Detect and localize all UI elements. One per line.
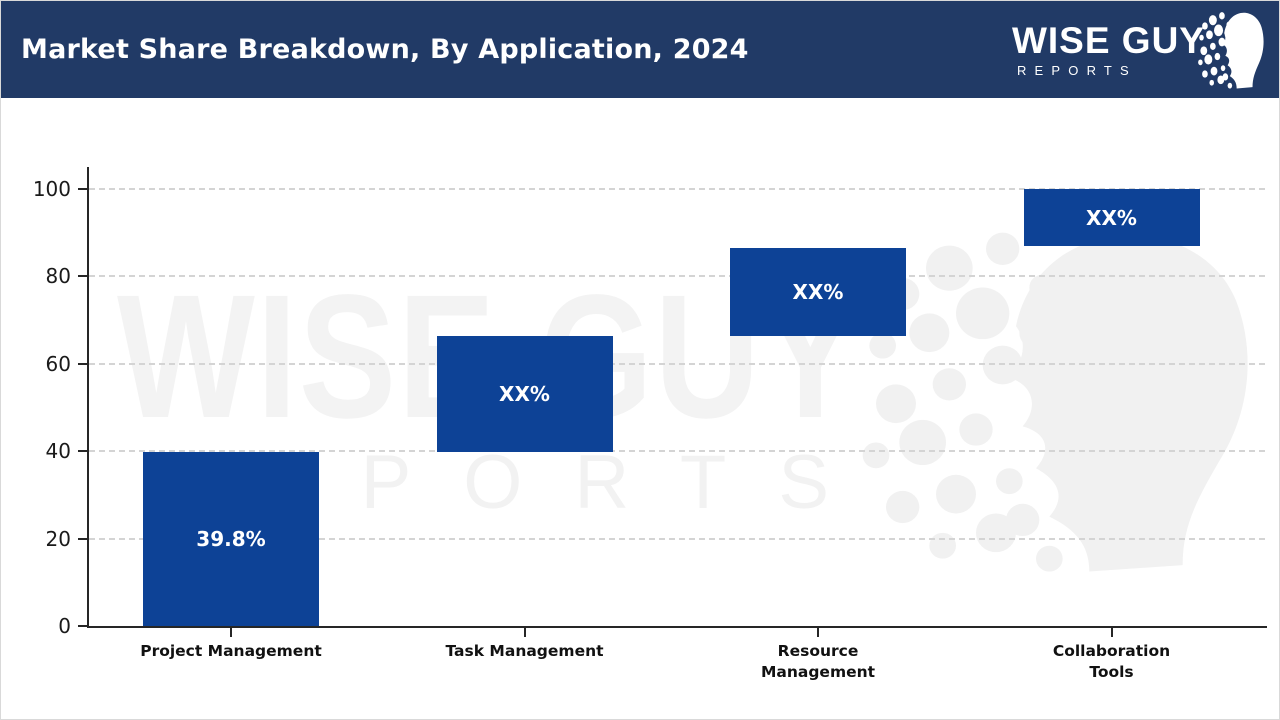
- y-tick-label-60: 60: [45, 351, 71, 376]
- logo-name: WISE GUY: [1011, 20, 1205, 61]
- y-tick-label-20: 20: [45, 526, 71, 551]
- y-tick-label-80: 80: [45, 264, 71, 289]
- gridline-80: [89, 275, 1265, 278]
- category-label-collaboration-tools: Collaboration Tools: [1052, 642, 1171, 681]
- y-tick-60: [78, 362, 87, 365]
- page-title: Market Share Breakdown, By Application, …: [21, 34, 749, 65]
- bar-value-label: 39.8%: [196, 527, 266, 552]
- logo-face-icon: [1198, 12, 1264, 89]
- y-tick-label-100: 100: [32, 177, 71, 201]
- gridline-20: [89, 537, 1265, 540]
- wise-guy-logo: WISE GUY REPORTS: [1012, 9, 1265, 91]
- gridline-60: [89, 362, 1265, 365]
- bar-value-label: XX%: [499, 382, 550, 407]
- y-tick-20: [78, 537, 87, 540]
- gridline-40: [89, 450, 1265, 453]
- bar-value-label: XX%: [1086, 205, 1137, 230]
- y-tick-40: [78, 450, 87, 453]
- bar-project-management: [143, 452, 319, 626]
- y-tick-80: [78, 275, 87, 278]
- gridline-100: [89, 188, 1265, 190]
- y-tick-label-0: 0: [58, 614, 71, 638]
- category-label-resource-management: Resource Management: [760, 642, 876, 681]
- logo-text: WISE GUY REPORTS: [1012, 22, 1205, 78]
- header-bar: Market Share Breakdown, By Application, …: [1, 1, 1279, 98]
- y-axis-line: [87, 167, 89, 628]
- x-tick-1: [523, 628, 526, 637]
- logo-tagline: REPORTS: [1016, 63, 1137, 78]
- x-tick-3: [1110, 628, 1113, 637]
- y-tick-100: [78, 188, 87, 190]
- x-tick-0: [230, 628, 232, 637]
- bar-task-management: [436, 336, 613, 453]
- y-tick-0: [78, 625, 87, 627]
- y-tick-label-40: 40: [45, 439, 71, 464]
- x-axis-line: [87, 626, 1267, 628]
- bar-value-label: XX%: [792, 279, 844, 304]
- category-label-project-management: Project Management: [140, 642, 322, 660]
- x-tick-2: [817, 628, 819, 637]
- category-label-task-management: Task Management: [445, 642, 604, 660]
- bar-resource-management: [730, 247, 906, 336]
